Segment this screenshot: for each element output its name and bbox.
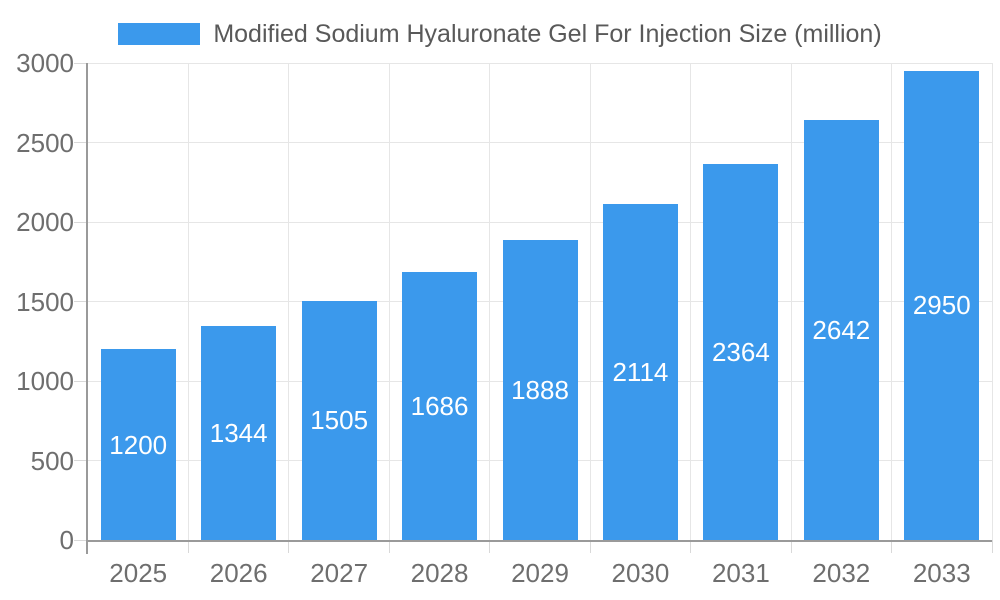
- y-axis-tick-label: 0: [59, 525, 74, 555]
- x-axis-tick-label: 2026: [209, 558, 268, 588]
- x-axis-tick: [891, 540, 893, 553]
- x-gridline: [187, 63, 189, 540]
- y-axis-tick-label: 500: [30, 445, 74, 476]
- bar-value-label: 2114: [612, 356, 669, 387]
- x-gridline: [991, 63, 993, 540]
- bar-2033[interactable]: 2950: [904, 70, 980, 540]
- x-axis-tick: [790, 540, 792, 553]
- bar-2032[interactable]: 2642: [803, 119, 879, 540]
- x-gridline: [690, 63, 692, 540]
- y-axis-tick-label: 1500: [16, 286, 74, 317]
- x-axis-tick-label: 2033: [912, 558, 971, 588]
- y-gridline: [88, 62, 992, 64]
- y-axis-line: [86, 63, 88, 554]
- x-axis-tick-label: 2031: [711, 558, 770, 588]
- bar-value-label: 2950: [912, 290, 971, 321]
- x-axis-tick: [589, 540, 591, 553]
- x-gridline: [489, 63, 491, 540]
- bar-2028[interactable]: 1686: [402, 271, 478, 540]
- x-axis-tick: [288, 540, 290, 553]
- y-axis-tick-label: 2500: [16, 127, 74, 158]
- y-axis-tick: [74, 460, 88, 461]
- bar-2026[interactable]: 1344: [201, 326, 277, 540]
- bar-value-label: 1686: [410, 390, 469, 421]
- x-axis-tick: [187, 540, 189, 553]
- y-axis-tick: [74, 380, 88, 382]
- y-axis-tick-label: 1000: [16, 366, 74, 396]
- bar-2027[interactable]: 1505: [301, 300, 377, 540]
- bar-value-label: 1344: [209, 418, 268, 449]
- bar-value-label: 2364: [711, 337, 770, 368]
- bar-2029[interactable]: 1888: [502, 239, 578, 540]
- x-axis-tick-label: 2030: [611, 558, 670, 588]
- y-axis-tick-label: 3000: [16, 48, 74, 78]
- bar-2030[interactable]: 2114: [602, 203, 678, 540]
- bar-value-label: 2642: [812, 314, 871, 345]
- x-gridline: [790, 63, 792, 540]
- x-gridline: [891, 63, 893, 540]
- legend-swatch-icon: [118, 23, 201, 45]
- y-axis-tick-label: 2000: [16, 207, 74, 237]
- x-axis-tick-label: 2032: [812, 558, 871, 588]
- y-gridline: [88, 221, 992, 223]
- x-axis-tick-label: 2028: [410, 558, 469, 588]
- x-axis-tick: [690, 540, 692, 553]
- x-axis-tick: [991, 540, 993, 553]
- bar-value-label: 1505: [310, 405, 369, 436]
- x-axis-tick: [489, 540, 491, 553]
- y-axis-tick: [74, 221, 88, 223]
- legend-label: Modified Sodium Hyaluronate Gel For Inje…: [213, 20, 882, 48]
- bar-2025[interactable]: 1200: [100, 349, 176, 540]
- y-axis-tick: [74, 62, 88, 64]
- x-gridline: [288, 63, 290, 540]
- y-gridline: [88, 142, 992, 143]
- bar-value-label: 1888: [511, 374, 569, 405]
- x-axis-tick: [388, 540, 390, 553]
- x-axis-tick-label: 2029: [511, 558, 569, 588]
- y-axis-tick: [74, 301, 88, 302]
- legend[interactable]: Modified Sodium Hyaluronate Gel For Inje…: [0, 20, 1000, 48]
- x-axis-tick-label: 2027: [310, 558, 369, 588]
- x-axis-tick-label: 2025: [109, 558, 168, 588]
- x-axis-line: [86, 540, 992, 542]
- bar-value-label: 1200: [109, 429, 168, 460]
- x-gridline: [388, 63, 390, 540]
- y-axis-tick: [74, 539, 88, 541]
- x-gridline: [589, 63, 591, 540]
- y-axis-tick: [74, 142, 88, 143]
- bar-2031[interactable]: 2364: [703, 164, 779, 540]
